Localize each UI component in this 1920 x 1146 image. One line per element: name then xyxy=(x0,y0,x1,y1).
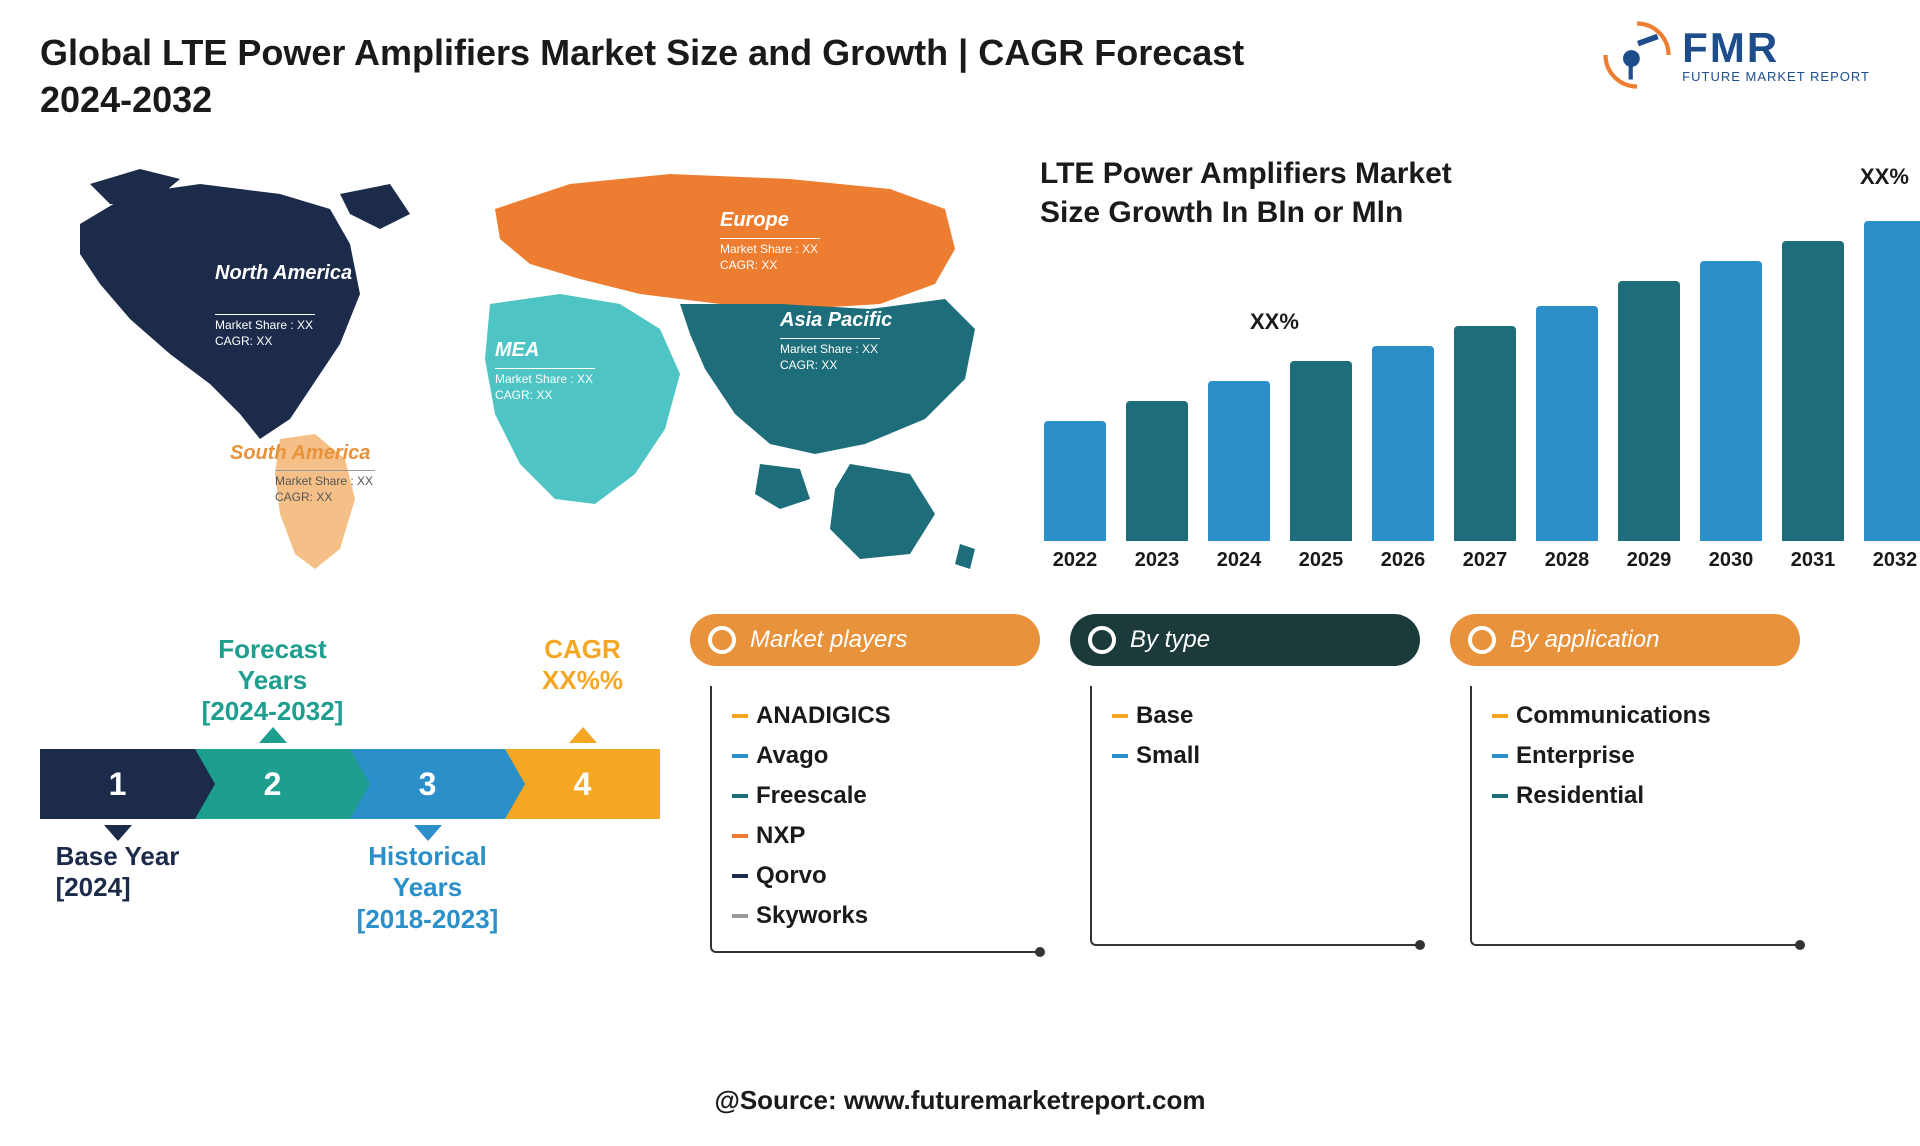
timeline-label-base: Base Year [2024] xyxy=(56,841,180,935)
tick-icon xyxy=(732,794,748,798)
growth-bar-chart: LTE Power Amplifiers Market Size Growth … xyxy=(1040,154,1920,574)
bar-year-label: 2023 xyxy=(1135,549,1180,572)
bar xyxy=(1372,346,1434,541)
bar-year-label: 2022 xyxy=(1053,549,1098,572)
region-label-eu: Europe xyxy=(720,209,789,232)
bar-year-label: 2027 xyxy=(1463,549,1508,572)
tick-icon xyxy=(732,714,748,718)
timeline-seg-4: 4 xyxy=(505,749,660,819)
tick-icon xyxy=(732,834,748,838)
region-detail-eu: Market Share : XX CAGR: XX xyxy=(720,236,820,275)
bar xyxy=(1618,281,1680,541)
fmr-logo: FMR FUTURE MARKET REPORT xyxy=(1602,20,1870,90)
list-item: Freescale xyxy=(732,776,1040,816)
bar xyxy=(1044,421,1106,541)
chart-annotation-2: XX% xyxy=(1860,164,1909,190)
bar-year-label: 2032 xyxy=(1873,549,1918,572)
arrow-up-icon xyxy=(569,727,597,743)
bar-column: 2026 xyxy=(1368,346,1438,572)
timeline-label-historical: Historical Years [2018-2023] xyxy=(350,841,505,935)
arrow-down-icon xyxy=(414,825,442,841)
chart-annotation-1: XX% xyxy=(1250,309,1299,335)
list-item: Residential xyxy=(1492,776,1800,816)
by-type-panel: By type BaseSmall xyxy=(1070,614,1420,953)
bar xyxy=(1536,306,1598,541)
region-detail-sa: Market Share : XX CAGR: XX xyxy=(275,468,375,507)
list-item: NXP xyxy=(732,816,1040,856)
timeline-seg-1: 1 xyxy=(40,749,195,819)
region-detail-mea: Market Share : XX CAGR: XX xyxy=(495,366,595,405)
tick-icon xyxy=(1112,714,1128,718)
arrow-up-icon xyxy=(259,727,287,743)
tick-icon xyxy=(732,914,748,918)
bar-year-label: 2028 xyxy=(1545,549,1590,572)
bar-year-label: 2030 xyxy=(1709,549,1754,572)
bar-column: 2029 xyxy=(1614,281,1684,572)
source-attribution: @Source: www.futuremarketreport.com xyxy=(714,1085,1205,1116)
logo-text-sub: FUTURE MARKET REPORT xyxy=(1682,69,1870,84)
tick-icon xyxy=(1492,714,1508,718)
timeline-panel: Forecast Years [2024-2032] CAGR XX%% 1 2… xyxy=(40,614,660,953)
tick-icon xyxy=(1112,754,1128,758)
bar xyxy=(1290,361,1352,541)
telescope-icon xyxy=(1602,20,1672,90)
bar-column: 2031 xyxy=(1778,241,1848,572)
timeline-bar: 1 2 3 4 xyxy=(40,749,660,819)
region-label-mea: MEA xyxy=(495,339,539,362)
market-players-list: ANADIGICSAvagoFreescaleNXPQorvoSkyworks xyxy=(710,686,1040,953)
page-title: Global LTE Power Amplifiers Market Size … xyxy=(40,30,1340,124)
bar xyxy=(1126,401,1188,541)
world-map: North America Market Share : XX CAGR: XX… xyxy=(40,154,1000,574)
bar xyxy=(1864,221,1920,541)
list-item: Avago xyxy=(732,736,1040,776)
bar-column: 2030 xyxy=(1696,261,1766,572)
market-players-panel: Market players ANADIGICSAvagoFreescaleNX… xyxy=(690,614,1040,953)
list-item: ANADIGICS xyxy=(732,696,1040,736)
by-type-list: BaseSmall xyxy=(1090,686,1420,946)
tick-icon xyxy=(732,754,748,758)
list-item: Small xyxy=(1112,736,1420,776)
timeline-seg-3: 3 xyxy=(350,749,505,819)
bar-column: 2024 xyxy=(1204,381,1274,572)
list-item: Base xyxy=(1112,696,1420,736)
timeline-label-cagr: CAGR XX%% xyxy=(542,634,623,728)
bar-column: 2023 xyxy=(1122,401,1192,572)
bar-column: 2027 xyxy=(1450,326,1520,572)
tick-icon xyxy=(1492,794,1508,798)
bar-column: 2028 xyxy=(1532,306,1602,572)
tick-icon xyxy=(732,874,748,878)
region-label-ap: Asia Pacific xyxy=(780,309,892,332)
bar xyxy=(1700,261,1762,541)
bar xyxy=(1782,241,1844,541)
by-application-panel: By application CommunicationsEnterpriseR… xyxy=(1450,614,1800,953)
logo-text-main: FMR xyxy=(1682,27,1870,69)
bar xyxy=(1208,381,1270,541)
list-item: Qorvo xyxy=(732,856,1040,896)
by-type-header: By type xyxy=(1070,614,1420,666)
bar-year-label: 2025 xyxy=(1299,549,1344,572)
list-item: Skyworks xyxy=(732,896,1040,936)
region-detail-na: Market Share : XX CAGR: XX xyxy=(215,312,315,351)
list-item: Communications xyxy=(1492,696,1800,736)
bar-year-label: 2029 xyxy=(1627,549,1672,572)
bar xyxy=(1454,326,1516,541)
by-application-list: CommunicationsEnterpriseResidential xyxy=(1470,686,1800,946)
by-application-header: By application xyxy=(1450,614,1800,666)
bar-year-label: 2026 xyxy=(1381,549,1426,572)
bar-year-label: 2024 xyxy=(1217,549,1262,572)
bar-year-label: 2031 xyxy=(1791,549,1836,572)
arrow-down-icon xyxy=(104,825,132,841)
timeline-label-forecast: Forecast Years [2024-2032] xyxy=(195,634,350,728)
bar-column: 2025 xyxy=(1286,361,1356,572)
bar-column: 2032 xyxy=(1860,221,1920,572)
region-label-sa: South America xyxy=(230,442,370,465)
region-detail-ap: Market Share : XX CAGR: XX xyxy=(780,336,880,375)
bar-column: 2022 xyxy=(1040,421,1110,572)
tick-icon xyxy=(1492,754,1508,758)
timeline-seg-2: 2 xyxy=(195,749,350,819)
chart-title: LTE Power Amplifiers Market Size Growth … xyxy=(1040,154,1460,232)
region-label-na: North America xyxy=(215,262,352,285)
list-item: Enterprise xyxy=(1492,736,1800,776)
market-players-header: Market players xyxy=(690,614,1040,666)
